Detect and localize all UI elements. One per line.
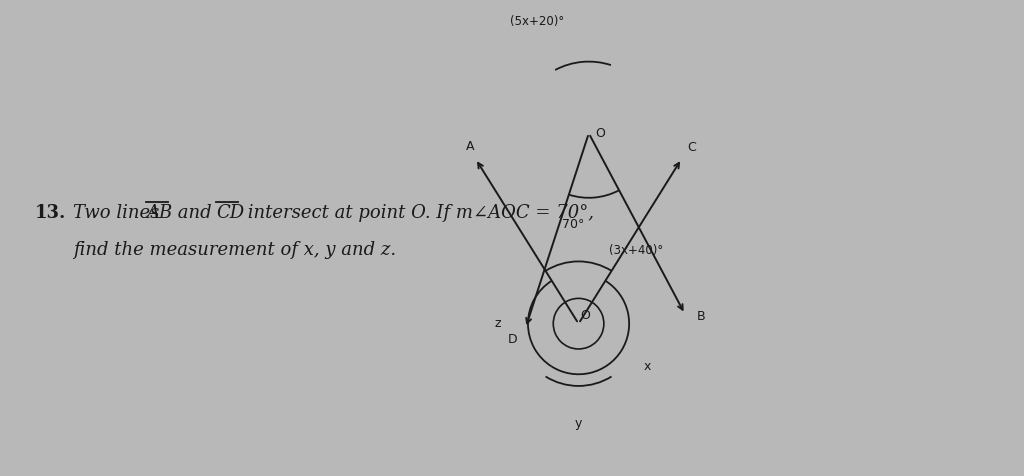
Text: AB: AB <box>146 204 172 222</box>
Text: find the measurement of x, y and z.: find the measurement of x, y and z. <box>73 241 396 259</box>
Text: 13.: 13. <box>35 204 67 222</box>
Text: D: D <box>508 333 517 346</box>
Text: z: z <box>495 317 501 330</box>
Text: x: x <box>643 360 651 373</box>
Text: A: A <box>466 139 475 153</box>
Text: O: O <box>595 127 605 140</box>
Text: CD: CD <box>216 204 244 222</box>
Text: O: O <box>581 308 591 322</box>
Text: (5x+20)°: (5x+20)° <box>510 15 564 28</box>
Text: (3x+40)°: (3x+40)° <box>608 244 663 257</box>
Text: and: and <box>172 204 217 222</box>
Text: Two lines: Two lines <box>73 204 165 222</box>
Text: C: C <box>688 141 696 154</box>
Text: 70°: 70° <box>562 218 585 231</box>
Text: y: y <box>574 417 583 430</box>
Text: B: B <box>697 309 706 323</box>
Text: intersect at point O. If m∠AOC = 70°,: intersect at point O. If m∠AOC = 70°, <box>242 204 594 222</box>
